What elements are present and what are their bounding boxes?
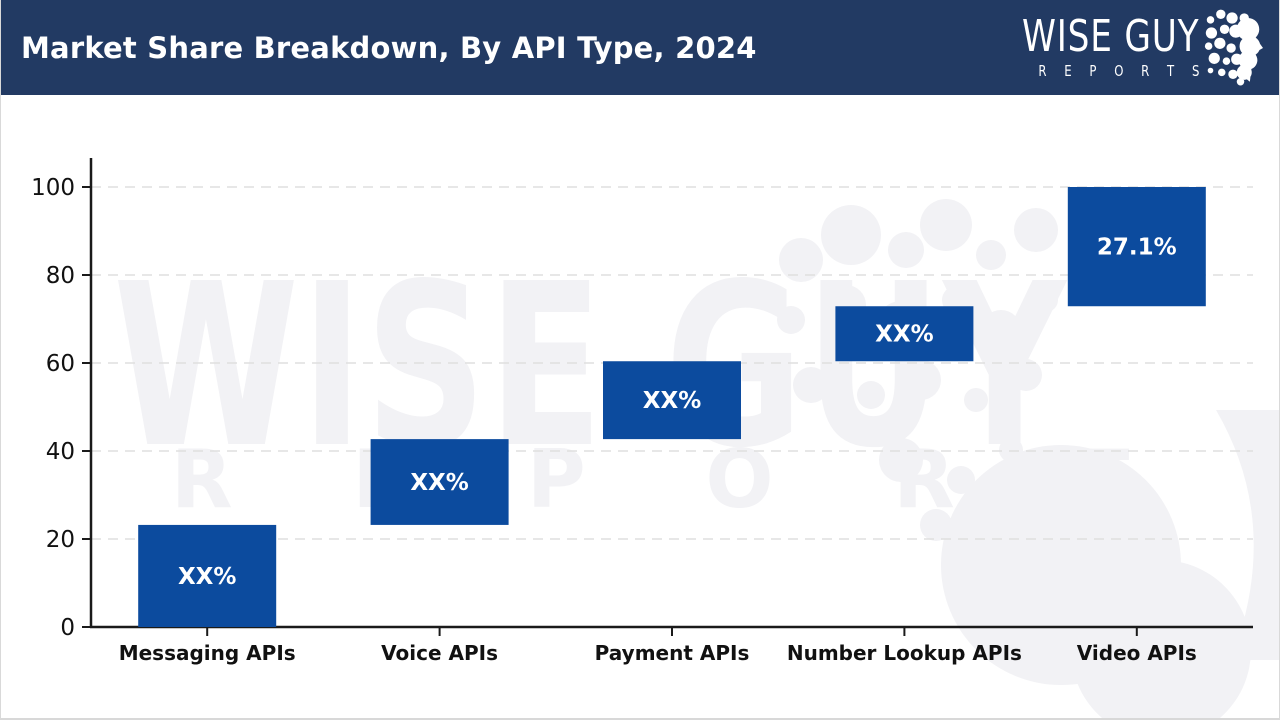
bar-value-label-number-lookup-apis: XX%: [875, 322, 934, 348]
chart-title: Market Share Breakdown, By API Type, 202…: [21, 30, 757, 65]
y-tick-label-100: 100: [31, 175, 75, 201]
logo-text: WISE GUY R E P O R T S: [1021, 11, 1199, 81]
x-category-label-payment-apis: Payment APIs: [595, 641, 750, 665]
bar-number-lookup-apis: [835, 306, 974, 362]
bar-voice-apis: [370, 439, 509, 525]
y-tick-label-80: 80: [46, 263, 75, 289]
bar-messaging-apis: [138, 524, 277, 627]
bar-value-label-payment-apis: XX%: [643, 388, 702, 414]
y-tick-label-0: 0: [60, 615, 75, 641]
x-category-label-voice-apis: Voice APIs: [381, 641, 498, 665]
logo-subtext: R E P O R T S: [1037, 62, 1207, 80]
logo-wordmark: WISE GUY: [1021, 11, 1199, 62]
chart-area: WISE GUY R E P O R T S 0 20 40 60 80 100 Messa…: [1, 95, 1279, 718]
y-tick-label-40: 40: [46, 439, 75, 465]
wiseguy-logo: WISE GUY R E P O R T S: [972, 8, 1263, 88]
x-category-label-messaging-apis: Messaging APIs: [119, 641, 296, 665]
x-category-label-video-apis: Video APIs: [1077, 641, 1197, 665]
x-category-label-number-lookup-apis: Number Lookup APIs: [787, 641, 1022, 665]
logo-head-icon: [1204, 9, 1263, 85]
bar-payment-apis: [603, 361, 741, 440]
bar-value-label-video-apis: 27.1%: [1097, 235, 1177, 261]
header: Market Share Breakdown, By API Type, 202…: [1, 0, 1279, 95]
y-tick-label-60: 60: [46, 351, 75, 377]
bar-value-label-voice-apis: XX%: [410, 470, 469, 496]
bar-video-apis: [1067, 187, 1206, 307]
bar-value-label-messaging-apis: XX%: [178, 564, 237, 590]
y-tick-label-20: 20: [46, 527, 75, 553]
